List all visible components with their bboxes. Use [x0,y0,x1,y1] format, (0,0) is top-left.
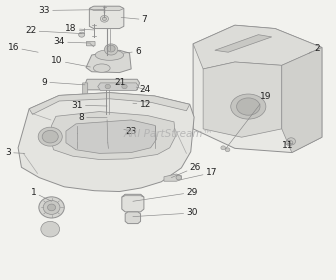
Text: 33: 33 [38,6,104,15]
Circle shape [106,116,109,118]
Text: 34: 34 [53,38,90,46]
Text: 26: 26 [171,163,201,178]
Circle shape [105,84,111,89]
Ellipse shape [95,50,124,60]
Circle shape [39,197,64,218]
Text: 8: 8 [78,113,107,122]
Ellipse shape [237,98,260,115]
Polygon shape [122,194,144,197]
Text: 22: 22 [25,26,82,35]
Polygon shape [50,112,175,160]
Text: 29: 29 [133,188,198,201]
Text: 10: 10 [51,56,90,67]
Text: 31: 31 [71,101,107,110]
Circle shape [122,84,127,89]
Ellipse shape [42,130,58,143]
Text: 16: 16 [8,43,38,52]
Polygon shape [89,6,124,10]
Polygon shape [89,6,124,29]
Text: 21: 21 [115,78,126,87]
Ellipse shape [38,127,62,146]
Polygon shape [84,79,139,90]
Polygon shape [282,48,322,153]
Circle shape [287,138,295,145]
Text: 23: 23 [124,127,137,136]
Polygon shape [193,25,322,153]
Circle shape [104,44,118,55]
Circle shape [221,146,225,150]
Text: 2: 2 [308,44,320,54]
Text: 24: 24 [136,85,150,94]
Polygon shape [122,194,144,212]
Text: 30: 30 [133,209,198,218]
Text: 17: 17 [181,168,217,179]
Circle shape [102,17,107,20]
Text: 19: 19 [225,92,271,149]
Text: 9: 9 [41,78,85,87]
Polygon shape [98,83,138,90]
Polygon shape [86,50,131,73]
Polygon shape [203,62,282,137]
Text: 18: 18 [65,24,94,33]
Text: 3: 3 [5,148,25,157]
Circle shape [176,175,181,180]
Text: 11: 11 [282,141,294,150]
Circle shape [41,221,59,237]
Polygon shape [125,212,140,224]
Polygon shape [215,35,272,52]
Circle shape [107,45,115,52]
Text: 12: 12 [133,100,151,109]
Polygon shape [29,93,190,114]
Circle shape [43,200,60,214]
Circle shape [79,32,85,37]
Polygon shape [193,25,322,69]
Text: 7: 7 [121,15,148,24]
Circle shape [225,148,230,152]
FancyBboxPatch shape [86,41,95,46]
Text: 1: 1 [31,188,51,201]
Circle shape [100,15,109,22]
Ellipse shape [93,64,110,72]
Text: 6: 6 [124,47,141,56]
Polygon shape [83,83,88,97]
Polygon shape [66,120,156,153]
Polygon shape [18,93,194,192]
Circle shape [47,204,55,211]
Circle shape [104,114,111,120]
Text: ARI PartStream™: ARI PartStream™ [123,129,213,139]
Ellipse shape [286,140,293,145]
Polygon shape [164,174,181,181]
Ellipse shape [231,94,266,119]
